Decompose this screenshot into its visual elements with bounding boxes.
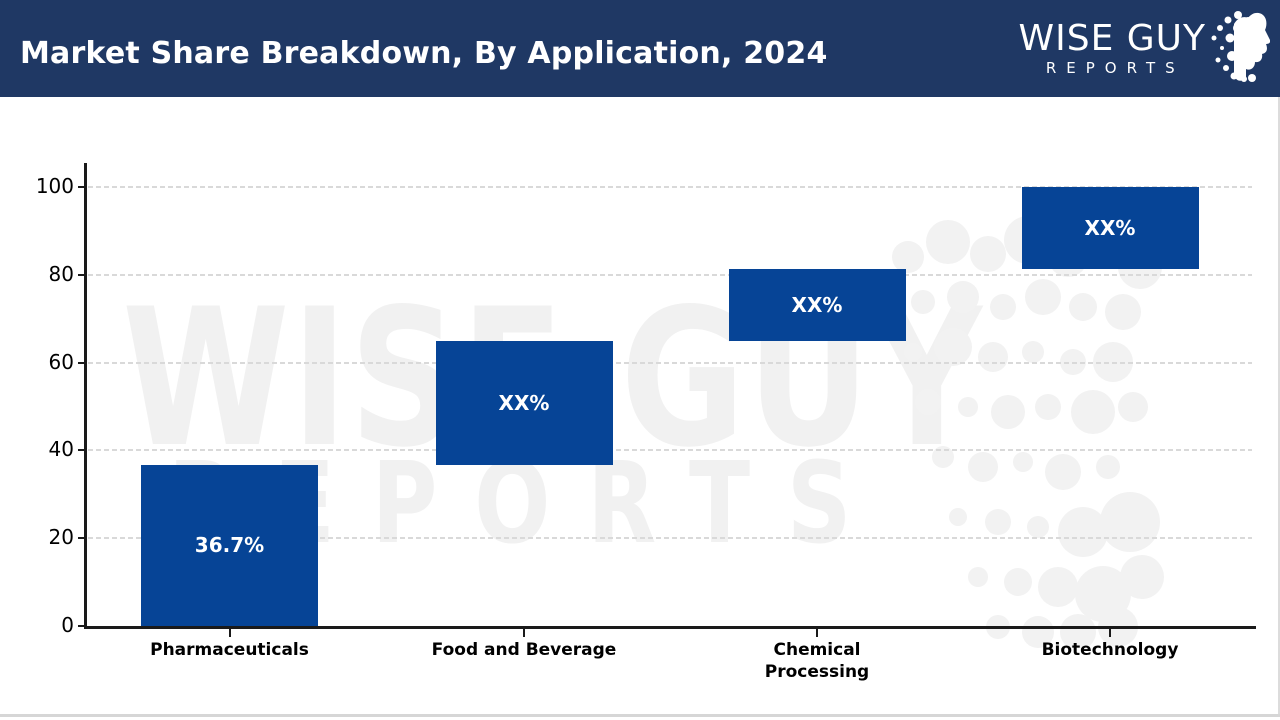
x-tick xyxy=(1109,629,1111,637)
x-category-label: Biotechnology xyxy=(1041,640,1179,660)
y-tick-label: 80 xyxy=(48,261,74,286)
x-category-label: Pharmaceuticals xyxy=(150,640,309,660)
right-edge-line xyxy=(1278,97,1280,714)
bar: XX% xyxy=(728,268,906,341)
x-axis xyxy=(84,626,1256,629)
gridline xyxy=(88,361,1252,364)
app-header: Market Share Breakdown, By Application, … xyxy=(0,0,1280,97)
y-tick-label: 40 xyxy=(48,437,74,462)
bar: 36.7% xyxy=(141,464,318,626)
y-tick-label: 0 xyxy=(61,613,74,637)
bar-value-label: XX% xyxy=(1084,215,1136,240)
bottom-edge-line xyxy=(0,714,1280,717)
bar-value-label: XX% xyxy=(498,390,550,415)
y-tick xyxy=(78,186,86,188)
brand-logo: WISE GUY REPORTS xyxy=(1019,8,1270,88)
brand-wordmark: WISE GUY REPORTS xyxy=(1019,19,1207,78)
y-tick xyxy=(78,273,86,276)
y-axis xyxy=(84,163,87,629)
y-tick xyxy=(78,537,86,540)
gridline xyxy=(88,537,1252,540)
bar-value-label: XX% xyxy=(791,292,843,317)
x-tick xyxy=(816,629,818,637)
y-tick xyxy=(78,625,86,627)
x-tick xyxy=(228,629,231,637)
x-tick xyxy=(523,629,525,637)
x-category-label: Food and Beverage xyxy=(431,640,617,660)
wiseguy-head-icon xyxy=(1211,11,1270,82)
x-category-label: Chemical Processing xyxy=(764,640,870,683)
page-title: Market Share Breakdown, By Application, … xyxy=(20,36,828,71)
bar: XX% xyxy=(435,340,613,465)
y-tick xyxy=(78,449,86,452)
gridline xyxy=(88,186,1252,188)
brand-name-text: WISE GUY xyxy=(1018,17,1206,59)
y-tick xyxy=(78,361,86,364)
bar-value-label: 36.7% xyxy=(194,533,265,558)
gridline xyxy=(88,449,1252,452)
y-tick-label: 60 xyxy=(48,349,74,374)
bar: XX% xyxy=(1021,187,1199,269)
gridline xyxy=(88,273,1252,276)
y-tick-label: 20 xyxy=(48,525,74,550)
brand-reports-text: REPORTS xyxy=(1045,59,1185,78)
y-tick-label: 100 xyxy=(35,174,74,198)
